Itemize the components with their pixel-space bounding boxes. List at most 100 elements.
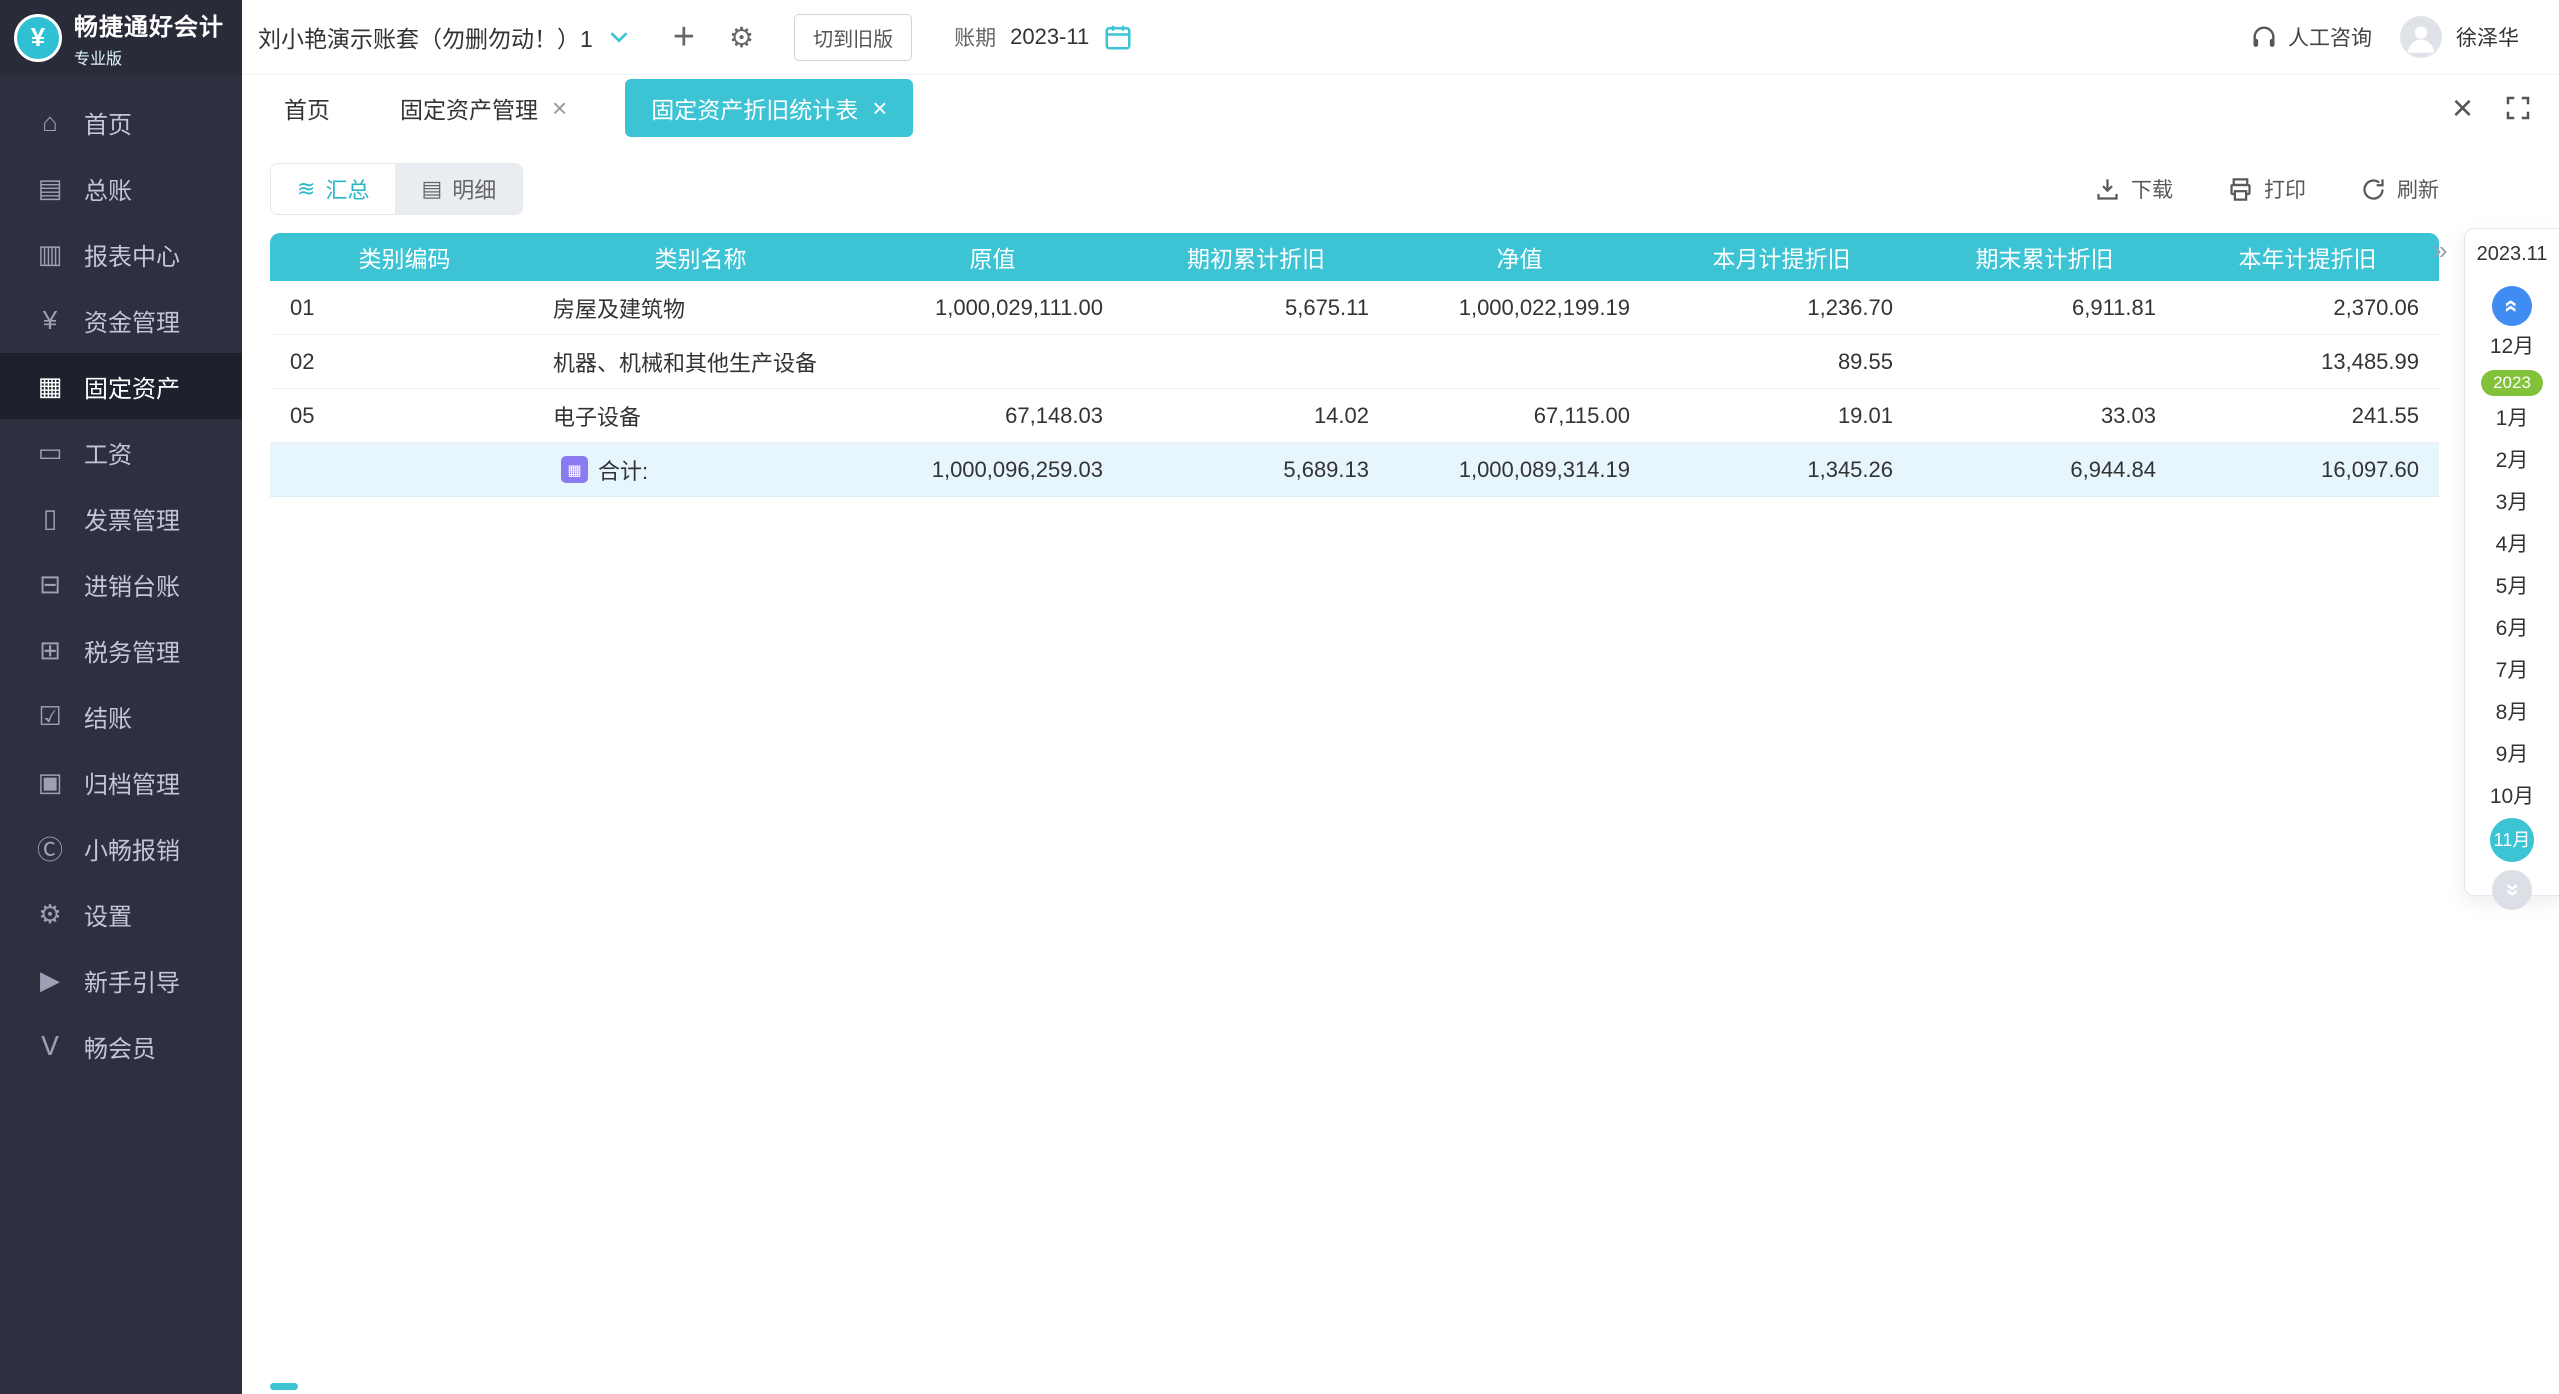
col-ytd-depreciation: 本年计提折旧 — [2176, 233, 2439, 281]
tab-home[interactable]: 首页 — [272, 79, 342, 137]
home-icon: ⌂ — [42, 106, 58, 137]
sidebar-item-label: 报表中心 — [84, 243, 180, 271]
user-menu[interactable]: 徐泽华 — [2400, 16, 2519, 58]
topbar-right: 人工咨询 徐泽华 — [2250, 16, 2519, 58]
sidebar-item-label: 畅会员 — [84, 1035, 156, 1063]
calendar-icon[interactable] — [1103, 22, 1133, 52]
close-icon[interactable]: × — [2451, 87, 2473, 128]
tab-label: 首页 — [284, 97, 330, 123]
month-item-sep[interactable]: 9月 — [2495, 743, 2529, 766]
month-item-oct[interactable]: 10月 — [2489, 785, 2535, 808]
table-row: 05 电子设备 67,148.03 14.02 67,115.00 19.01 … — [270, 389, 2439, 443]
report-toolbar: ≋ 汇总 ▤ 明细 下载 打印 — [270, 163, 2439, 215]
sidebar-item-membership[interactable]: Ⅴ 畅会员 — [0, 1013, 242, 1079]
accounting-period: 账期 2023-11 — [954, 22, 1133, 52]
col-current-month-depreciation: 本月计提折旧 — [1650, 233, 1913, 281]
sidebar-item-settings[interactable]: ⚙ 设置 — [0, 881, 242, 947]
month-item-jul[interactable]: 7月 — [2495, 659, 2529, 682]
switch-old-version-button[interactable]: 切到旧版 — [794, 13, 913, 61]
print-label: 打印 — [2264, 179, 2306, 202]
sidebar-item-beginner-guide[interactable]: ▶ 新手引导 — [0, 947, 242, 1013]
logo-title: 畅捷通好会计 — [74, 13, 224, 41]
chevron-double-down-icon: « — [2497, 883, 2525, 897]
download-icon — [2097, 178, 2118, 200]
total-value: 1,345.26 — [1650, 443, 1913, 497]
cell-value: 19.01 — [1650, 389, 1913, 443]
tab-close-icon[interactable]: × — [872, 92, 888, 123]
chevron-double-up-icon: « — [2498, 299, 2526, 313]
tab-close-icon[interactable]: × — [552, 92, 568, 123]
cell-name: 房屋及建筑物 — [539, 281, 862, 335]
add-account-book-button[interactable]: + — [672, 16, 695, 58]
sidebar-item-invoice-management[interactable]: ▯ 发票管理 — [0, 485, 242, 551]
print-icon — [2230, 177, 2251, 201]
month-item-mar[interactable]: 3月 — [2495, 491, 2529, 514]
month-item-jan[interactable]: 1月 — [2495, 407, 2529, 430]
year-badge: 2023 — [2481, 370, 2543, 396]
sidebar-item-label: 新手引导 — [84, 969, 180, 997]
fullscreen-icon[interactable] — [2503, 93, 2533, 123]
col-net-value: 净值 — [1389, 233, 1650, 281]
cell-value: 14.02 — [1123, 389, 1389, 443]
settings-gear-icon[interactable]: ⚙ — [729, 21, 755, 53]
cell-empty — [270, 443, 539, 497]
month-item-dec[interactable]: 12月 — [2489, 335, 2535, 358]
month-item-nov-selected[interactable]: 11月 — [2490, 818, 2534, 862]
month-item-may[interactable]: 5月 — [2495, 575, 2529, 598]
detail-toggle[interactable]: ▤ 明细 — [395, 164, 522, 214]
ledger-icon: ▤ — [37, 172, 63, 203]
month-item-aug[interactable]: 8月 — [2495, 701, 2529, 724]
month-item-jun[interactable]: 6月 — [2495, 617, 2529, 640]
download-label: 下载 — [2131, 179, 2173, 202]
refresh-button[interactable]: 刷新 — [2360, 174, 2439, 204]
download-button[interactable]: 下载 — [2094, 174, 2173, 204]
username: 徐泽华 — [2456, 27, 2519, 50]
sidebar-item-report-center[interactable]: ▥ 报表中心 — [0, 221, 242, 287]
sidebar-item-tax-management[interactable]: ⊞ 税务管理 — [0, 617, 242, 683]
report-actions: 下载 打印 刷新 — [2094, 174, 2439, 204]
table-total-row: ▦ 合计: 1,000,096,259.03 5,689.13 1,000,08… — [270, 443, 2439, 497]
sidebar-item-reimbursement[interactable]: Ⓒ 小畅报销 — [0, 815, 242, 881]
cell-name: 机器、机械和其他生产设备 — [539, 335, 862, 389]
cell-value: 5,675.11 — [1123, 281, 1389, 335]
sidebar-item-home[interactable]: ⌂ 首页 — [0, 89, 242, 155]
summary-toggle[interactable]: ≋ 汇总 — [271, 164, 396, 214]
tax-icon: ⊞ — [39, 634, 61, 665]
scroll-up-button[interactable]: « — [2492, 286, 2532, 326]
tab-depreciation-report[interactable]: 固定资产折旧统计表 × — [625, 79, 914, 137]
sidebar-item-fund-management[interactable]: ¥ 资金管理 — [0, 287, 242, 353]
col-closing-accum-depreciation: 期末累计折旧 — [1913, 233, 2176, 281]
account-book-selector[interactable]: 刘小艳演示账套（勿删勿动！）1 — [258, 20, 629, 54]
total-calc-icon: ▦ — [561, 456, 588, 483]
logo-subtitle: 专业版 — [74, 50, 123, 68]
sidebar-item-label: 归档管理 — [84, 771, 180, 799]
sidebar-item-general-ledger[interactable]: ▤ 总账 — [0, 155, 242, 221]
sidebar-item-label: 税务管理 — [84, 639, 180, 667]
period-value[interactable]: 2023-11 — [1010, 24, 1090, 49]
print-button[interactable]: 打印 — [2227, 174, 2306, 204]
total-value: 1,000,096,259.03 — [862, 443, 1123, 497]
scroll-down-button[interactable]: « — [2492, 870, 2532, 910]
month-item-apr[interactable]: 4月 — [2495, 533, 2529, 556]
report-icon: ▥ — [37, 238, 63, 269]
sidebar-item-trade-ledger[interactable]: ⊟ 进销台账 — [0, 551, 242, 617]
horizontal-scrollbar-thumb[interactable] — [270, 1383, 298, 1390]
support-button[interactable]: 人工咨询 — [2250, 22, 2372, 52]
sidebar-item-closing[interactable]: ☑ 结账 — [0, 683, 242, 749]
cell-value: 89.55 — [1650, 335, 1913, 389]
col-original-value: 原值 — [862, 233, 1123, 281]
sidebar-item-label: 小畅报销 — [84, 837, 180, 865]
detail-label: 明细 — [452, 178, 497, 203]
sidebar-item-fixed-assets[interactable]: ▦ 固定资产 — [0, 353, 242, 419]
sidebar-item-payroll[interactable]: ▭ 工资 — [0, 419, 242, 485]
tab-label: 固定资产折旧统计表 — [651, 97, 859, 123]
total-value: 1,000,089,314.19 — [1389, 443, 1650, 497]
month-item-feb[interactable]: 2月 — [2495, 449, 2529, 472]
tab-fixed-asset-management[interactable]: 固定资产管理 × — [388, 79, 579, 137]
trade-ledger-icon: ⊟ — [39, 568, 61, 599]
sidebar-item-archive[interactable]: ▣ 归档管理 — [0, 749, 242, 815]
refresh-label: 刷新 — [2397, 179, 2439, 202]
sidebar-item-label: 结账 — [84, 705, 132, 733]
total-value: 16,097.60 — [2176, 443, 2439, 497]
panel-collapse-icon[interactable]: » — [2433, 235, 2448, 265]
